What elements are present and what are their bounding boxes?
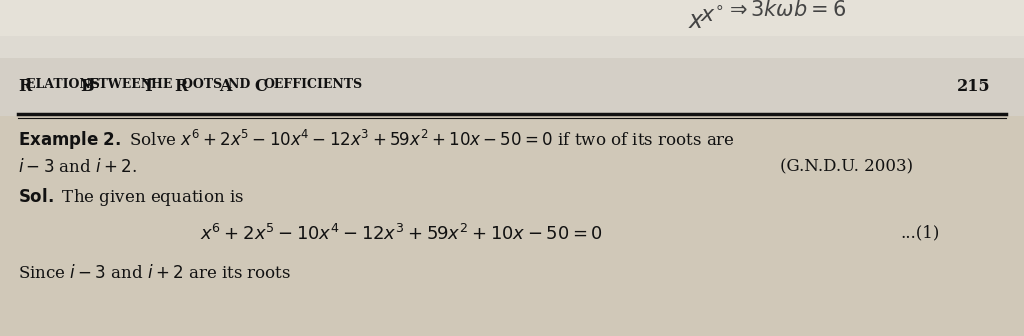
Text: $\mathbf{Example\ 2.}$ Solve $x^6+2x^5-10x^4-12x^3+59x^2+10x-50=0$ if two of its: $\mathbf{Example\ 2.}$ Solve $x^6+2x^5-1… xyxy=(18,128,735,152)
Text: HE: HE xyxy=(151,78,177,91)
Bar xyxy=(0,0,1024,96)
Bar xyxy=(0,58,1024,116)
Text: $i-3$ and $i+2$.: $i-3$ and $i+2$. xyxy=(18,158,137,176)
Text: ND: ND xyxy=(228,78,255,91)
Text: ELATIONS: ELATIONS xyxy=(26,78,104,91)
Text: $\Rightarrow 3k\omega b=6$: $\Rightarrow 3k\omega b=6$ xyxy=(725,0,847,20)
Text: $\mathbf{Sol.}$ The given equation is: $\mathbf{Sol.}$ The given equation is xyxy=(18,186,244,208)
Text: OOTS: OOTS xyxy=(182,78,226,91)
Text: OEFFICIENTS: OEFFICIENTS xyxy=(263,78,362,91)
Text: T: T xyxy=(143,78,155,95)
Text: $x$: $x$ xyxy=(688,9,705,33)
Text: Since $i-3$ and $i+2$ are its roots: Since $i-3$ and $i+2$ are its roots xyxy=(18,264,291,282)
Text: R: R xyxy=(174,78,187,95)
Text: C: C xyxy=(254,78,266,95)
Text: 215: 215 xyxy=(956,78,990,95)
Text: R: R xyxy=(18,78,32,95)
Text: A: A xyxy=(219,78,231,95)
Text: (G.N.D.U. 2003): (G.N.D.U. 2003) xyxy=(780,158,913,175)
Text: B: B xyxy=(80,78,93,95)
Bar xyxy=(0,0,1024,36)
Text: ...(1): ...(1) xyxy=(901,224,940,241)
Text: $x^{\circ}$: $x^{\circ}$ xyxy=(700,5,724,26)
Text: $x^6+2x^5-10x^4-12x^3+59x^2+10x-50=0$: $x^6+2x^5-10x^4-12x^3+59x^2+10x-50=0$ xyxy=(200,224,603,244)
Text: ETWEEN: ETWEEN xyxy=(89,78,157,91)
